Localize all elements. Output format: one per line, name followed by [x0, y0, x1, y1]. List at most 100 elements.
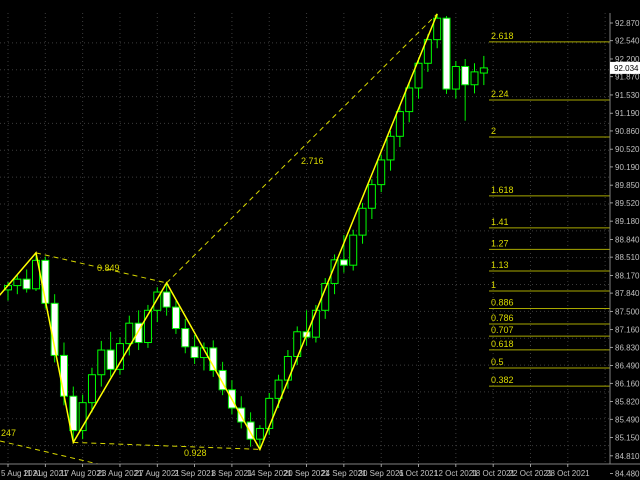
candle-body — [134, 322, 143, 344]
price-label: 85.490 — [615, 415, 640, 424]
price-label: 91.870 — [615, 73, 640, 82]
price-label: 90.860 — [615, 127, 640, 136]
candle-body — [265, 397, 274, 429]
candle-body — [386, 135, 395, 161]
price-label: 90.190 — [615, 163, 640, 172]
price-label: 91.530 — [615, 91, 640, 100]
candle-body — [218, 369, 227, 391]
ratio-connector-line[interactable] — [35, 252, 167, 284]
zigzag-line[interactable] — [0, 13, 438, 452]
candle-body — [171, 306, 180, 330]
candle-body — [470, 71, 479, 86]
price-label: 89.520 — [615, 199, 640, 208]
pattern-annotations: 0.849 0.928 2.716 247 — [0, 13, 438, 479]
date-label: 14 Sep 2021 — [247, 469, 293, 478]
axes — [0, 13, 640, 465]
ratio-label: 247 — [1, 428, 16, 438]
price-label: 91.190 — [615, 109, 640, 118]
fib-level-label: 0.707 — [491, 325, 514, 335]
date-label: 24 Sep 2021 — [321, 469, 367, 478]
candle-body — [181, 328, 190, 348]
candle-body — [451, 65, 460, 90]
plot-area: 2.618 2.24 2 1.618 1.41 1.27 1.13 1 0.886 0.786 0.… — [0, 13, 610, 479]
price-label: 85.820 — [615, 398, 640, 407]
fib-level-label: 1.27 — [491, 238, 509, 248]
price-axis: 92.870 92.540 92.200 91.870 91.530 91.190 90.8… — [610, 19, 640, 479]
price-label: 87.840 — [615, 289, 640, 298]
date-label: 11 Aug 2021 — [23, 469, 68, 478]
fib-level-label: 0.382 — [491, 375, 514, 385]
date-label: 18 Oct 2021 — [471, 469, 515, 478]
price-label: 84.810 — [615, 452, 640, 461]
date-label: 23 Aug 2021 — [97, 469, 142, 478]
price-label: 92.540 — [615, 37, 640, 46]
fib-level-label: 2 — [491, 126, 496, 136]
candle-body — [255, 427, 264, 440]
candle-body — [479, 67, 488, 74]
price-label: 90.520 — [615, 145, 640, 154]
fib-level-label: 1.13 — [491, 260, 509, 270]
candle-body — [414, 62, 423, 89]
candle-body — [106, 349, 115, 370]
ratio-connector-line[interactable] — [0, 440, 162, 479]
candle-body — [162, 291, 171, 308]
candle-body — [358, 207, 367, 236]
candle-body — [461, 65, 470, 86]
date-label: 8 Sep 2021 — [211, 469, 252, 478]
fib-level-label: 2.24 — [491, 89, 509, 99]
candle-body — [377, 159, 386, 186]
candle-body — [59, 354, 68, 397]
candle-body — [330, 259, 339, 284]
ratio-connector-line[interactable] — [73, 441, 260, 450]
candle-body — [349, 234, 358, 266]
candle-body — [246, 421, 255, 440]
fib-level-label: 0.786 — [491, 313, 514, 323]
price-label: 92.200 — [615, 55, 640, 64]
candle-body — [395, 111, 404, 137]
date-label: 28 Oct 2021 — [546, 469, 590, 478]
candle-body — [125, 322, 134, 345]
candle-body — [153, 291, 162, 311]
price-label: 89.850 — [615, 181, 640, 190]
price-label: 88.840 — [615, 235, 640, 244]
candle-body — [13, 278, 22, 287]
date-label: 12 Oct 2021 — [434, 469, 478, 478]
price-label: 88.510 — [615, 253, 640, 262]
price-label: 84.480 — [615, 470, 640, 479]
ratio-connector-line[interactable] — [166, 13, 438, 284]
price-label: 88.170 — [615, 271, 640, 280]
candle-body — [405, 87, 414, 113]
candle-body — [69, 395, 78, 432]
date-label: 20 Sep 2021 — [284, 469, 330, 478]
price-label: 85.150 — [615, 434, 640, 443]
price-label: 86.160 — [615, 379, 640, 388]
fib-level-label: 0.618 — [491, 339, 514, 349]
ratio-label: 2.716 — [301, 156, 324, 166]
date-label: 22 Oct 2021 — [509, 469, 553, 478]
ratio-label: 0.849 — [97, 263, 120, 273]
candle-body — [367, 184, 376, 209]
candle-body — [87, 374, 96, 404]
candle-body — [190, 346, 199, 359]
candle-body — [274, 379, 283, 399]
date-label: 2 Sep 2021 — [174, 469, 215, 478]
price-label: 92.870 — [615, 19, 640, 28]
fibonacci-levels: 2.618 2.24 2 1.618 1.41 1.27 1.13 1 0.886 0.786 0.… — [489, 31, 610, 387]
candle-body — [339, 259, 348, 266]
current-price-value: 92.034 — [614, 64, 639, 73]
candle-body — [199, 347, 208, 359]
candle-body — [78, 402, 87, 432]
date-label: 30 Sep 2021 — [359, 469, 405, 478]
fib-level-label: 1.41 — [491, 217, 509, 227]
grid-lines — [0, 13, 610, 464]
candles — [4, 13, 488, 450]
fib-level-label: 2.618 — [491, 31, 514, 41]
current-price-box — [610, 61, 640, 74]
candle-body — [423, 39, 432, 64]
date-label: 5 Aug 2021 — [1, 469, 42, 478]
candle-body — [97, 349, 106, 376]
